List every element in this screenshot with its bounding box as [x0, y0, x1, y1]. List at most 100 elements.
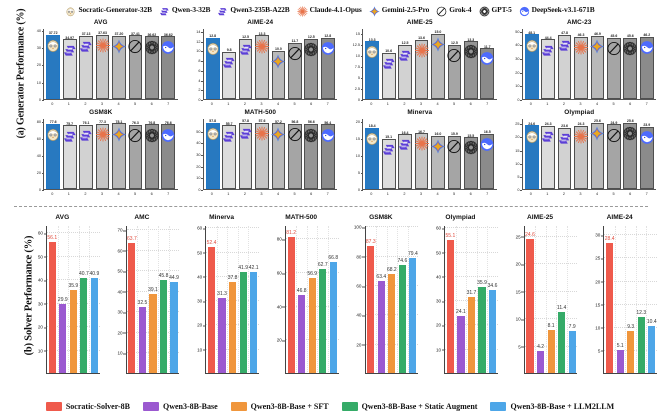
generator-legend-item[interactable]: Qwen-3-32B [159, 4, 210, 15]
bar-group[interactable]: 23.6 [556, 119, 572, 189]
bar[interactable]: 79.4 [408, 251, 418, 374]
bar[interactable]: 15.9 [447, 132, 462, 189]
bar-group[interactable]: 77.3 [94, 119, 110, 189]
bar-group[interactable]: 25.6 [589, 119, 605, 189]
bar[interactable]: 24.3 [573, 122, 589, 189]
bar[interactable]: 55.1 [446, 233, 455, 374]
bar[interactable]: 56.8 [288, 120, 302, 189]
bar[interactable]: 45.8 [159, 273, 168, 374]
bar[interactable]: 45.6 [607, 34, 621, 99]
bar-group[interactable]: 57.8 [205, 119, 221, 189]
bar[interactable]: 57.2 [271, 120, 286, 189]
bar-group[interactable]: 55.1 [445, 226, 456, 374]
solver-legend-item[interactable]: Qwen3-8B-Base + Static Augment [341, 401, 477, 411]
bar-group[interactable]: 34.97 [61, 29, 77, 99]
bar[interactable]: 24.9 [607, 121, 621, 189]
bar[interactable]: 75.7 [62, 122, 77, 189]
generator-legend-item[interactable]: Gemini-2.5-Pro [369, 4, 429, 17]
bar[interactable]: 23.6 [557, 124, 572, 189]
bar-group[interactable]: 10.6 [380, 29, 396, 99]
bar-group[interactable]: 76.1 [78, 119, 94, 189]
bar-group[interactable]: 57.8 [237, 119, 253, 189]
bar-group[interactable]: 41.9 [238, 226, 249, 374]
bar[interactable]: 29.9 [58, 297, 68, 374]
bar[interactable]: 87.3 [366, 239, 376, 374]
bar-group[interactable]: 56.9 [307, 226, 318, 374]
bar[interactable]: 35.9 [477, 280, 487, 374]
bar-group[interactable]: 76.6 [160, 119, 176, 189]
bar[interactable]: 76.6 [161, 121, 176, 189]
bar[interactable]: 11.4 [557, 305, 566, 374]
bar-group[interactable]: 46.8 [296, 226, 307, 374]
bar[interactable]: 16.5 [480, 130, 495, 189]
bar[interactable]: 62.7 [318, 262, 328, 374]
bar-group[interactable]: 12.5 [446, 29, 462, 99]
bar-group[interactable]: 23.9 [639, 119, 655, 189]
bar[interactable]: 4.2 [536, 344, 545, 374]
bar[interactable]: 63.4 [376, 274, 386, 374]
bar[interactable]: 45.6 [623, 34, 638, 99]
bar[interactable]: 37.13 [79, 32, 93, 99]
bar-group[interactable]: 12.8 [205, 29, 221, 99]
bar[interactable]: 44.4 [541, 36, 556, 99]
bar-group[interactable]: 46.9 [589, 29, 605, 99]
bar-group[interactable]: 16.0 [430, 119, 446, 189]
bar[interactable]: 44.9 [169, 275, 179, 374]
bar[interactable]: 66.8 [328, 255, 338, 374]
bar[interactable]: 37.63 [95, 31, 110, 99]
bar-group[interactable]: 37.13 [78, 29, 94, 99]
bar-group[interactable]: 81.2 [286, 226, 297, 374]
bar[interactable]: 24.6 [524, 122, 539, 189]
bar-group[interactable]: 45.6 [622, 29, 638, 99]
bar-group[interactable]: 15.0 [430, 29, 446, 99]
bar[interactable]: 24.6 [525, 232, 535, 374]
bar-group[interactable]: 31.7 [466, 226, 477, 374]
bar[interactable]: 10.0 [271, 47, 286, 99]
bar[interactable]: 16.7 [414, 130, 429, 189]
bar[interactable]: 68.2 [387, 267, 397, 374]
bar-group[interactable]: 15.1 [380, 119, 396, 189]
bar[interactable]: 23.9 [639, 123, 654, 189]
bar[interactable]: 78.1 [111, 120, 126, 189]
bar-group[interactable]: 12.5 [237, 29, 253, 99]
bar-group[interactable]: 42.1 [248, 226, 259, 374]
bar-group[interactable]: 12.5 [397, 29, 413, 99]
bar[interactable]: 13.3 [463, 38, 478, 99]
bar[interactable]: 46.9 [590, 32, 605, 99]
bar[interactable]: 24.3 [541, 122, 556, 189]
generator-legend-item[interactable]: Claude-4.1-Opus [296, 4, 362, 17]
bar-group[interactable]: 63.4 [376, 226, 387, 374]
bar-group[interactable]: 62.7 [317, 226, 328, 374]
bar-group[interactable]: 79.4 [408, 226, 419, 374]
bar-group[interactable]: 24.1 [456, 226, 467, 374]
bar-group[interactable]: 10.0 [270, 29, 286, 99]
bar[interactable]: 12.5 [447, 41, 462, 99]
bar[interactable]: 46.2 [639, 33, 654, 99]
bar-group[interactable]: 13.3 [364, 29, 380, 99]
bar[interactable]: 34.97 [62, 36, 77, 99]
bar[interactable]: 76.1 [79, 121, 93, 189]
bar-group[interactable]: 11.4 [556, 226, 567, 374]
bar[interactable]: 39.1 [148, 287, 158, 374]
bar-group[interactable]: 4.2 [535, 226, 546, 374]
bar-group[interactable]: 37.63 [94, 29, 110, 99]
bar-group[interactable]: 56.6 [303, 119, 319, 189]
bar-group[interactable]: 15.5 [463, 119, 479, 189]
bar[interactable]: 77.6 [46, 120, 61, 189]
bar-group[interactable]: 12.8 [320, 29, 336, 99]
bar[interactable]: 35.9 [68, 283, 78, 374]
bar-group[interactable]: 47.8 [556, 29, 572, 99]
bar[interactable]: 31.7 [467, 290, 476, 374]
bar[interactable]: 5.1 [616, 343, 624, 374]
bar[interactable]: 16.0 [430, 132, 445, 189]
bar-group[interactable]: 24.9 [606, 119, 622, 189]
bar[interactable]: 7.9 [568, 324, 576, 374]
bar-group[interactable]: 16.7 [413, 119, 429, 189]
bar-group[interactable]: 12.5 [303, 29, 319, 99]
bar[interactable]: 77.3 [95, 120, 110, 189]
bar[interactable]: 36.62 [144, 33, 159, 99]
bar-group[interactable]: 16.5 [479, 119, 495, 189]
bar[interactable]: 18.4 [365, 124, 380, 189]
bar[interactable]: 42.1 [249, 265, 259, 374]
bar[interactable]: 52.4 [207, 240, 216, 374]
